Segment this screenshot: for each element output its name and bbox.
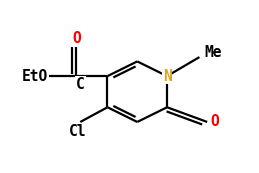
Text: C: C (76, 77, 85, 92)
Text: Cl: Cl (69, 124, 87, 139)
Text: O: O (72, 31, 81, 46)
Text: N: N (163, 69, 171, 84)
Text: EtO: EtO (22, 69, 48, 84)
Text: O: O (210, 115, 219, 129)
Text: Me: Me (205, 45, 222, 60)
